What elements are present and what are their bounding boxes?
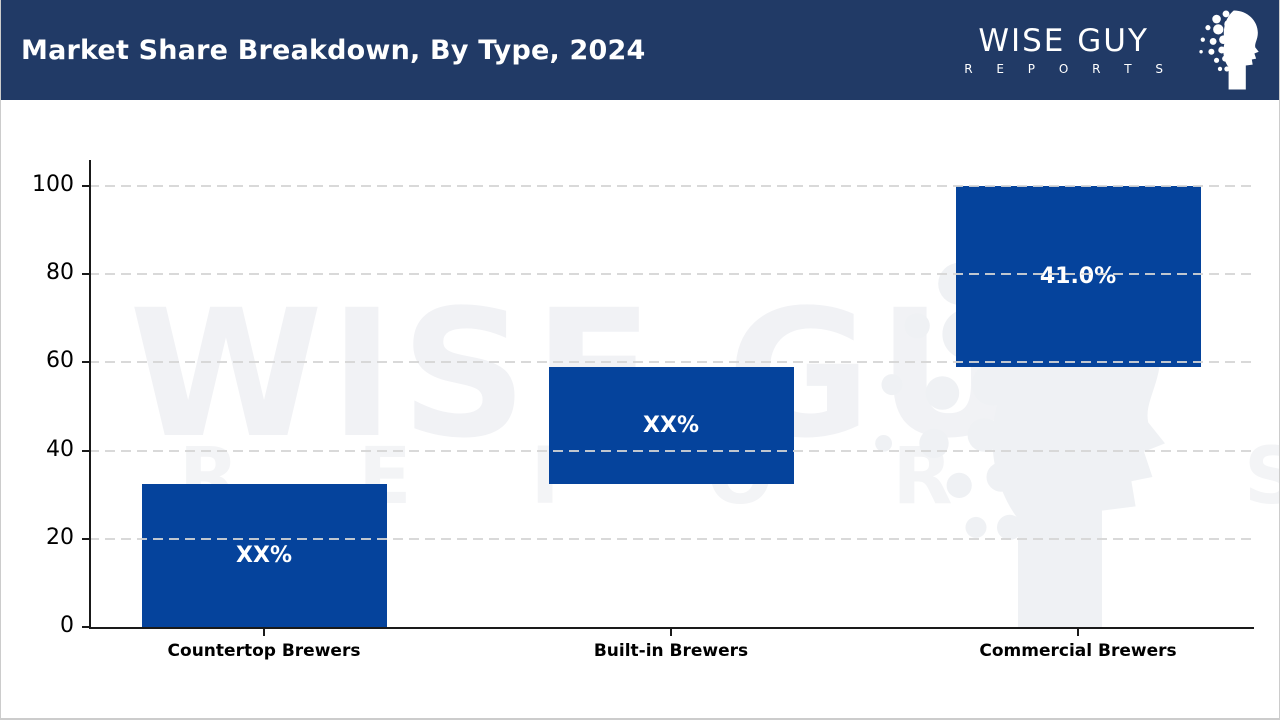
- brand-logo: WISE GUY R E P O R T S: [954, 7, 1263, 93]
- bar-value-label-2: XX%: [643, 412, 699, 438]
- y-tick-60: [82, 361, 89, 364]
- y-tick-80: [82, 273, 89, 276]
- x-tick-1: [263, 629, 265, 636]
- y-tick-label-100: 100: [32, 172, 74, 197]
- y-tick-0: [82, 626, 89, 628]
- gridline-80: [89, 273, 1254, 276]
- x-tick-label-2: Built-in Brewers: [593, 641, 749, 661]
- gridline-100: [89, 185, 1254, 187]
- brand-name: WISE GUY: [978, 22, 1149, 59]
- chart-title: Market Share Breakdown, By Type, 2024: [21, 34, 646, 66]
- y-axis-line: [89, 160, 91, 629]
- brand-logo-text: WISE GUY R E P O R T S: [954, 22, 1173, 76]
- plot-area: 0 20 40 60 80 100 XX% Countertop Brewers XX% Buil…: [1, 100, 1279, 718]
- bar-value-label-3: 41.0%: [1039, 263, 1117, 289]
- y-tick-label-0: 0: [60, 613, 74, 638]
- gridline-40: [89, 449, 1254, 452]
- x-tick-2: [670, 629, 672, 636]
- bar-value-label-1: XX%: [236, 542, 292, 568]
- y-tick-label-20: 20: [46, 524, 74, 550]
- gridline-60: [89, 361, 1254, 364]
- bar-2: XX%: [548, 366, 794, 484]
- y-tick-label-40: 40: [46, 436, 74, 462]
- y-tick-40: [82, 449, 89, 452]
- brand-subname: R E P O R T S: [964, 61, 1173, 76]
- bar-1: XX%: [141, 483, 387, 627]
- header-bar: Market Share Breakdown, By Type, 2024 WI…: [1, 0, 1279, 100]
- dotted-head-logo-icon: [1199, 10, 1259, 90]
- x-axis-line: [89, 627, 1254, 629]
- bar-3: 41.0%: [955, 186, 1201, 367]
- y-tick-100: [82, 185, 89, 187]
- y-tick-20: [82, 537, 89, 540]
- x-tick-3: [1077, 629, 1079, 636]
- x-tick-label-3: Commercial Brewers: [979, 641, 1177, 661]
- y-tick-label-60: 60: [46, 348, 74, 374]
- y-tick-label-80: 80: [46, 260, 74, 286]
- x-tick-label-1: Countertop Brewers: [167, 641, 361, 661]
- gridline-20: [89, 537, 1254, 540]
